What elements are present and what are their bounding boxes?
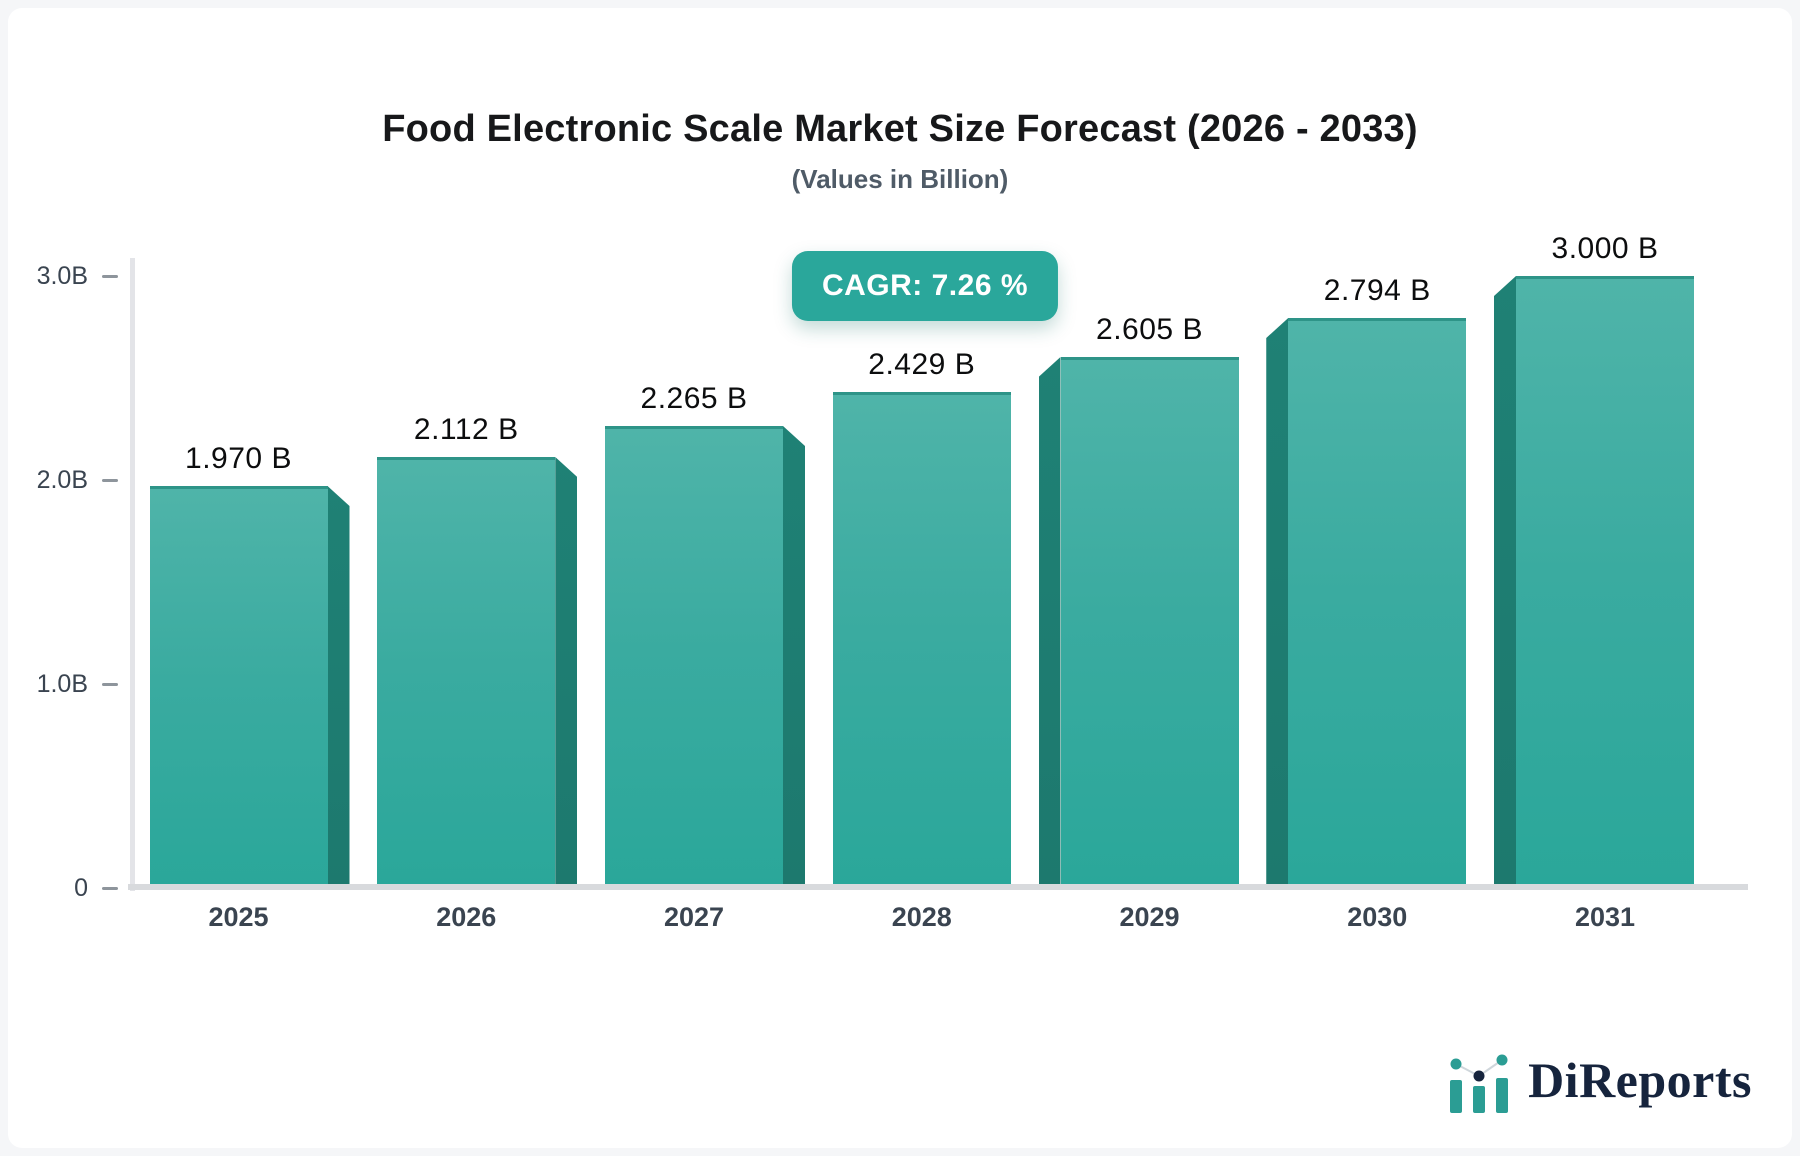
chart-title: Food Electronic Scale Market Size Foreca…	[382, 108, 1418, 150]
bar-side-2025	[327, 486, 350, 888]
bar-2031	[1516, 276, 1694, 888]
bar-2027	[605, 426, 783, 888]
bar-value-label: 3.000 B	[1551, 232, 1659, 265]
x-tick-label: 2026	[436, 902, 497, 932]
bar-2026	[377, 457, 556, 888]
bar-side-2031	[1494, 276, 1516, 888]
bar-value-label: 2.605 B	[1096, 313, 1203, 346]
cagr-badge: CAGR: 7.26 %	[791, 251, 1059, 321]
bar-side-2030	[1266, 318, 1289, 888]
y-tick-dash	[102, 479, 118, 482]
y-tick-dash	[102, 275, 118, 278]
bar-side-2029	[1038, 357, 1061, 888]
bar-side-2026	[555, 457, 578, 888]
chart-subtitle: (Values in Billion)	[791, 164, 1009, 194]
x-tick-label: 2027	[663, 902, 725, 932]
bar-2030	[1288, 318, 1467, 888]
brand-logo-text: DiReports	[1528, 1052, 1752, 1108]
brand-logo: DiReports	[1442, 1038, 1752, 1122]
y-tick-dash	[102, 683, 118, 686]
bar-value-label: 2.794 B	[1323, 274, 1431, 307]
y-tick-label: 0	[74, 874, 88, 902]
bar-value-label: 2.112 B	[413, 413, 519, 446]
bar-value-label: 1.970 B	[185, 442, 292, 475]
bar-value-label: 2.265 B	[640, 382, 748, 415]
bar-value-label: 2.429 B	[868, 348, 976, 381]
y-axis-line	[130, 258, 135, 891]
x-tick-label: 2029	[1119, 902, 1180, 932]
bar-2025	[149, 486, 328, 888]
bar-2029	[1060, 357, 1239, 888]
bar-2028	[832, 392, 1011, 888]
y-tick-label: 2.0B	[36, 466, 88, 494]
y-tick-label: 1.0B	[36, 670, 88, 698]
y-tick-label: 3.0B	[36, 262, 88, 290]
x-tick-label: 2025	[208, 902, 269, 932]
bar-side-2027	[783, 426, 805, 888]
y-tick-dash	[102, 887, 118, 890]
brand-logo-icon	[1450, 1054, 1509, 1113]
x-tick-label: 2031	[1574, 902, 1636, 932]
x-tick-label: 2028	[891, 902, 952, 932]
x-tick-label: 2030	[1347, 902, 1408, 932]
x-axis-baseline	[128, 884, 1748, 890]
